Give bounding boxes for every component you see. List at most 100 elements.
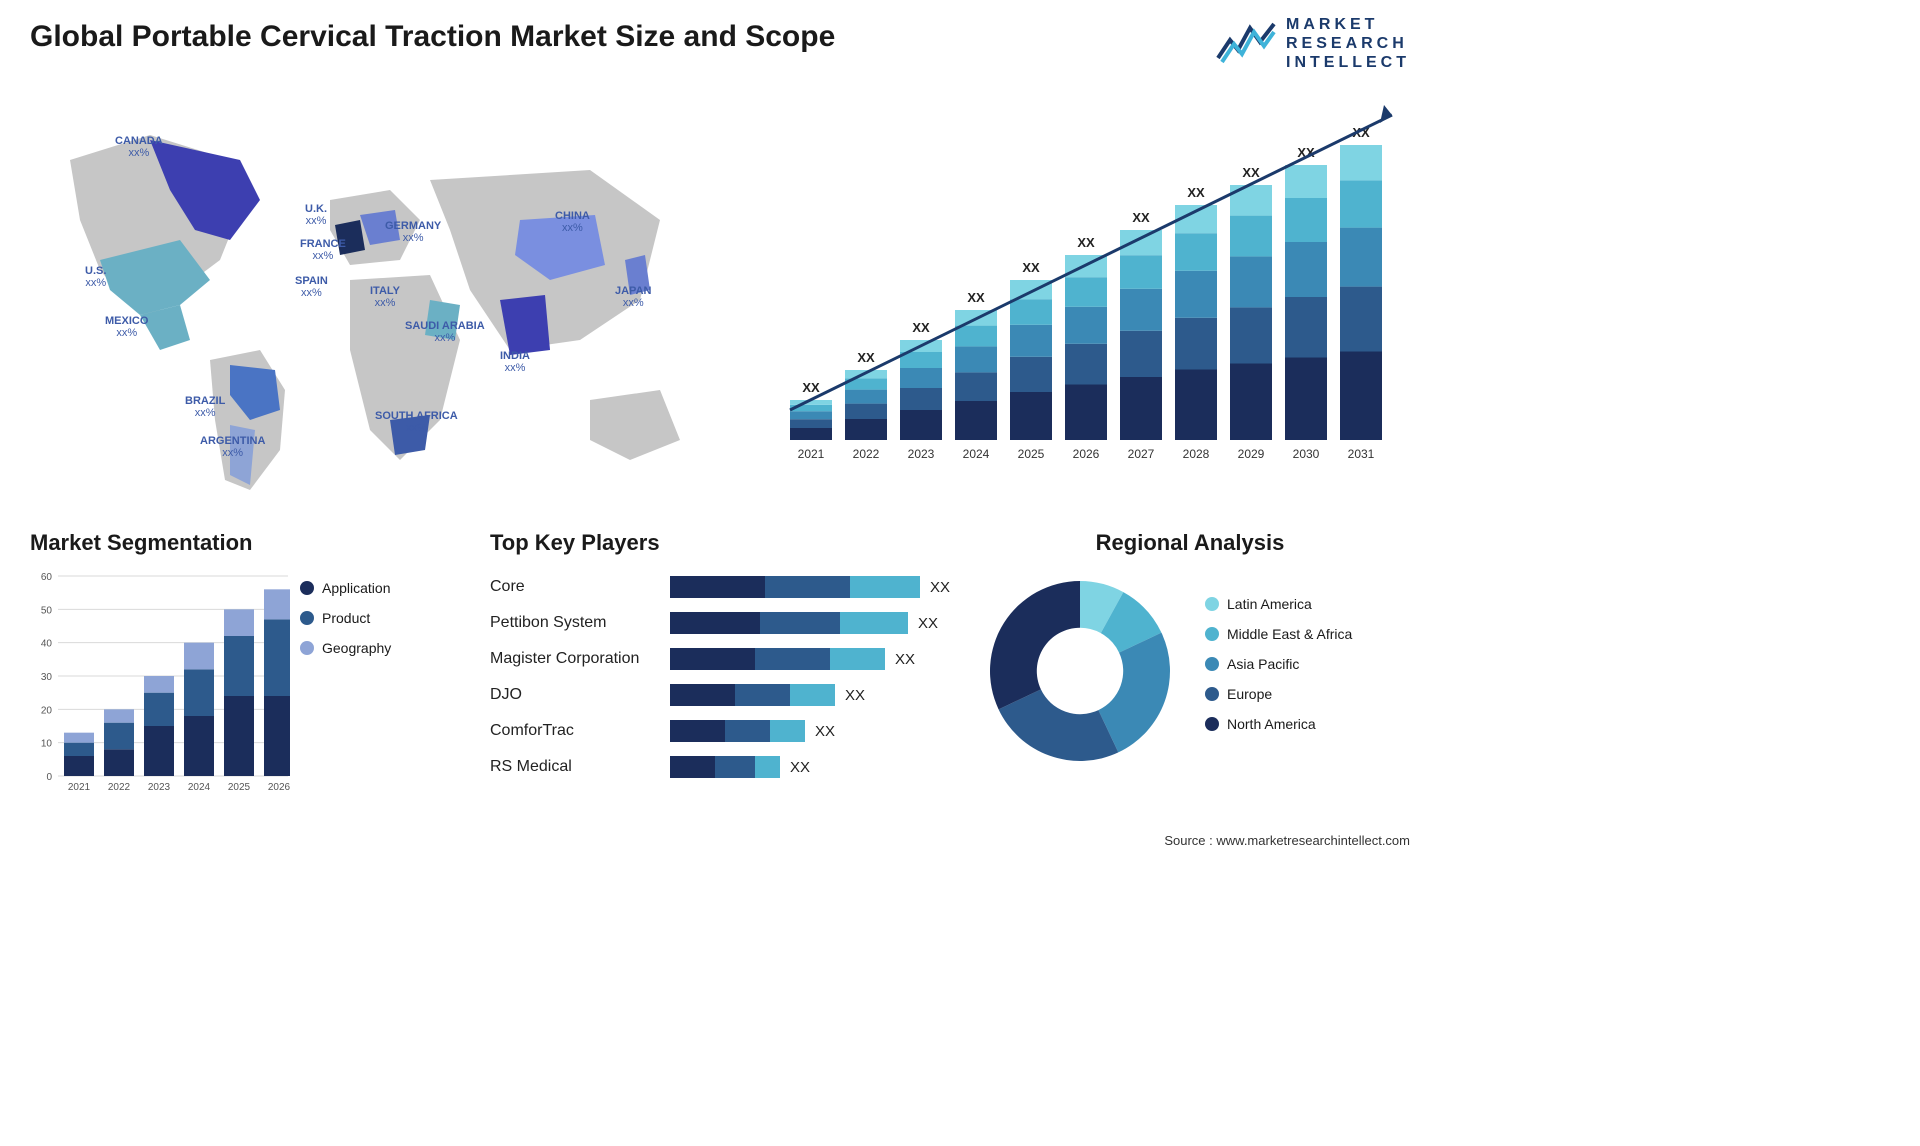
player-bar bbox=[670, 684, 835, 706]
players-title: Top Key Players bbox=[490, 530, 980, 556]
player-bar-segment bbox=[670, 612, 760, 634]
legend-item: Geography bbox=[300, 640, 391, 656]
player-bar-segment bbox=[715, 756, 755, 778]
legend-label: Middle East & Africa bbox=[1227, 626, 1352, 642]
map-label: JAPANxx% bbox=[615, 285, 651, 309]
legend-swatch bbox=[1205, 597, 1219, 611]
map-label: SPAINxx% bbox=[295, 275, 328, 299]
player-value: XX bbox=[790, 759, 810, 776]
svg-text:10: 10 bbox=[41, 739, 53, 750]
legend-swatch bbox=[1205, 717, 1219, 731]
segmentation-title: Market Segmentation bbox=[30, 530, 450, 556]
players-chart: CoreXXPettibon SystemXXMagister Corporat… bbox=[490, 574, 980, 780]
svg-text:50: 50 bbox=[41, 605, 53, 616]
legend-swatch bbox=[1205, 657, 1219, 671]
map-label: ARGENTINAxx% bbox=[200, 435, 265, 459]
legend-item: Product bbox=[300, 610, 391, 626]
segmentation-chart: 0102030405060202120222023202420252026 bbox=[30, 566, 290, 816]
map-label: SAUDI ARABIAxx% bbox=[405, 320, 485, 344]
brand-logo: MARKET RESEARCH INTELLECT bbox=[1216, 15, 1410, 73]
player-bar-segment bbox=[670, 756, 715, 778]
map-label: BRAZILxx% bbox=[185, 395, 225, 419]
legend-label: Application bbox=[322, 580, 391, 596]
svg-text:2021: 2021 bbox=[68, 782, 91, 793]
svg-text:XX: XX bbox=[1187, 185, 1205, 200]
svg-text:2024: 2024 bbox=[963, 447, 990, 461]
player-bar-segment bbox=[670, 684, 735, 706]
svg-text:2026: 2026 bbox=[268, 782, 290, 793]
regional-section: Regional Analysis Latin AmericaMiddle Ea… bbox=[980, 530, 1400, 771]
map-label: GERMANYxx% bbox=[385, 220, 441, 244]
svg-text:2030: 2030 bbox=[1293, 447, 1320, 461]
player-value: XX bbox=[895, 651, 915, 668]
svg-text:20: 20 bbox=[41, 705, 53, 716]
player-bar-segment bbox=[790, 684, 835, 706]
player-bar-segment bbox=[670, 576, 765, 598]
player-row: ComforTracXX bbox=[490, 718, 980, 744]
player-value: XX bbox=[930, 579, 950, 596]
player-row: Magister Corporation XX bbox=[490, 646, 980, 672]
player-name: Core bbox=[490, 578, 670, 596]
player-row: RS Medical XX bbox=[490, 754, 980, 780]
player-row: Core XX bbox=[490, 574, 980, 600]
svg-text:XX: XX bbox=[912, 320, 930, 335]
logo-line3: INTELLECT bbox=[1286, 53, 1410, 72]
player-bar-segment bbox=[725, 720, 770, 742]
player-bar-segment bbox=[830, 648, 885, 670]
svg-text:XX: XX bbox=[967, 290, 985, 305]
player-bar-segment bbox=[735, 684, 790, 706]
player-value: XX bbox=[845, 687, 865, 704]
regional-legend: Latin America Middle East & Africa Asia Pa… bbox=[1205, 596, 1352, 746]
player-name: Magister Corporation bbox=[490, 650, 670, 668]
player-bar-segment bbox=[765, 576, 850, 598]
source-attribution: Source : www.marketresearchintellect.com bbox=[1164, 833, 1410, 848]
legend-label: Product bbox=[322, 610, 370, 626]
segmentation-legend: Application Product Geography bbox=[300, 580, 391, 670]
svg-text:2023: 2023 bbox=[148, 782, 171, 793]
map-label: INDIAxx% bbox=[500, 350, 530, 374]
legend-label: Geography bbox=[322, 640, 391, 656]
player-row: Pettibon SystemXX bbox=[490, 610, 980, 636]
svg-text:2022: 2022 bbox=[853, 447, 880, 461]
legend-label: Asia Pacific bbox=[1227, 656, 1299, 672]
player-bar-segment bbox=[755, 648, 830, 670]
player-name: Pettibon System bbox=[490, 614, 670, 632]
legend-label: North America bbox=[1227, 716, 1316, 732]
player-bar-segment bbox=[670, 720, 725, 742]
svg-text:2021: 2021 bbox=[798, 447, 825, 461]
legend-swatch bbox=[1205, 687, 1219, 701]
logo-icon bbox=[1216, 20, 1276, 68]
svg-text:XX: XX bbox=[857, 350, 875, 365]
logo-line2: RESEARCH bbox=[1286, 34, 1410, 53]
svg-text:XX: XX bbox=[802, 380, 820, 395]
player-value: XX bbox=[815, 723, 835, 740]
svg-text:2028: 2028 bbox=[1183, 447, 1210, 461]
svg-text:2026: 2026 bbox=[1073, 447, 1100, 461]
legend-item: North America bbox=[1205, 716, 1352, 732]
player-name: RS Medical bbox=[490, 758, 670, 776]
svg-text:30: 30 bbox=[41, 672, 53, 683]
player-bar bbox=[670, 648, 885, 670]
player-bar bbox=[670, 756, 780, 778]
map-label: CHINAxx% bbox=[555, 210, 590, 234]
player-bar-segment bbox=[760, 612, 840, 634]
svg-text:XX: XX bbox=[1022, 260, 1040, 275]
regional-donut bbox=[980, 571, 1180, 771]
svg-text:2031: 2031 bbox=[1348, 447, 1375, 461]
map-label: MEXICOxx% bbox=[105, 315, 148, 339]
map-label: CANADAxx% bbox=[115, 135, 163, 159]
player-name: DJO bbox=[490, 686, 670, 704]
svg-text:XX: XX bbox=[1242, 165, 1260, 180]
legend-item: Application bbox=[300, 580, 391, 596]
player-bar-segment bbox=[670, 648, 755, 670]
svg-text:40: 40 bbox=[41, 639, 53, 650]
growth-bar-chart: XX2021XX2022XX2023XX2024XX2025XX2026XX20… bbox=[780, 100, 1400, 470]
legend-item: Latin America bbox=[1205, 596, 1352, 612]
world-map: CANADAxx%U.S.xx%MEXICOxx%BRAZILxx%ARGENT… bbox=[30, 90, 730, 510]
map-label: SOUTH AFRICAxx% bbox=[375, 410, 458, 434]
logo-line1: MARKET bbox=[1286, 15, 1410, 34]
player-bar-segment bbox=[840, 612, 908, 634]
legend-item: Middle East & Africa bbox=[1205, 626, 1352, 642]
player-bar bbox=[670, 720, 805, 742]
map-label: ITALYxx% bbox=[370, 285, 400, 309]
